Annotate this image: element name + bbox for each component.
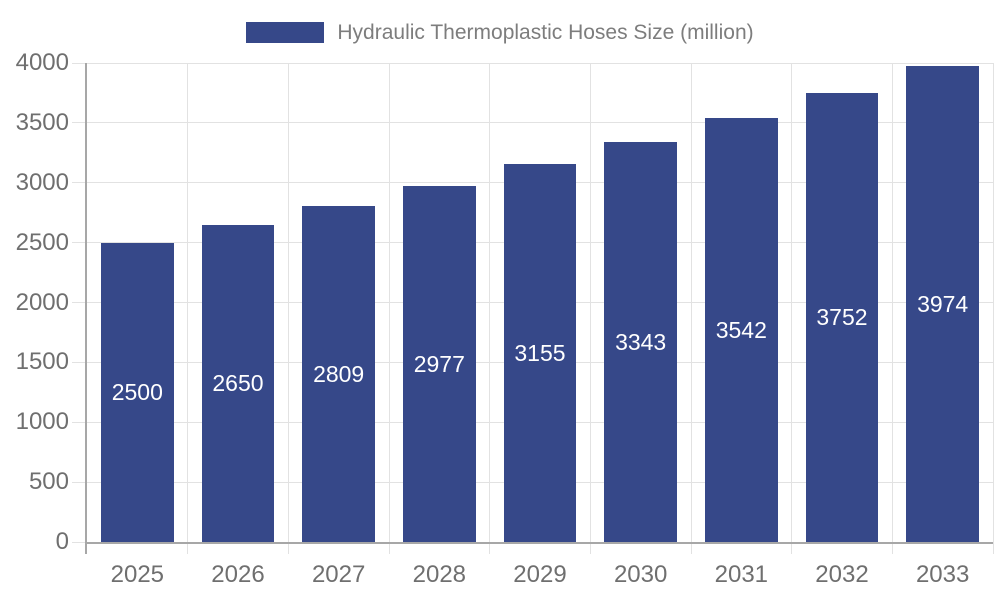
bar[interactable]: 3542 — [704, 117, 778, 542]
x-axis-line — [85, 542, 993, 544]
bar[interactable]: 2500 — [100, 242, 174, 542]
x-gridline — [791, 63, 793, 542]
y-axis-line — [85, 63, 87, 554]
x-tick — [489, 542, 491, 554]
bar[interactable]: 2809 — [302, 205, 376, 542]
y-tick — [72, 541, 87, 543]
x-tick — [388, 542, 390, 554]
y-tick-label: 0 — [55, 528, 69, 555]
bar-value-label: 3155 — [514, 340, 566, 367]
y-gridline — [87, 122, 993, 124]
legend-item[interactable]: Hydraulic Thermoplastic Hoses Size (mill… — [0, 20, 1000, 45]
x-tick-label: 2032 — [815, 561, 869, 588]
y-tick-label: 4000 — [15, 49, 69, 76]
x-gridline — [187, 63, 189, 542]
y-tick-label: 3500 — [15, 108, 69, 136]
x-gridline — [891, 63, 893, 542]
y-tick — [72, 122, 87, 124]
x-gridline — [589, 63, 591, 542]
y-tick — [72, 421, 87, 423]
x-tick-label: 2027 — [311, 561, 366, 588]
y-tick — [72, 242, 87, 244]
y-tick-label: 500 — [28, 468, 69, 496]
x-tick-label: 2029 — [513, 561, 567, 588]
y-gridline — [87, 62, 993, 64]
x-tick-label: 2031 — [714, 561, 769, 588]
bar-value-label: 3752 — [816, 304, 868, 331]
x-tick-label: 2026 — [211, 561, 265, 588]
bar-value-label: 3542 — [715, 316, 767, 343]
bar-value-label: 2500 — [111, 379, 163, 406]
x-gridline — [388, 63, 390, 542]
bar[interactable]: 3752 — [805, 92, 879, 542]
x-tick — [690, 542, 692, 554]
x-tick — [791, 542, 793, 554]
x-tick — [992, 542, 994, 554]
bar-value-label: 2977 — [413, 350, 465, 377]
bar[interactable]: 3343 — [604, 141, 678, 542]
y-tick — [72, 302, 87, 303]
bar[interactable]: 3974 — [906, 66, 980, 542]
bar-value-label: 3343 — [615, 328, 667, 355]
y-tick — [72, 481, 87, 483]
bar[interactable]: 2650 — [201, 224, 275, 542]
x-tick-label: 2030 — [613, 561, 668, 588]
x-gridline — [287, 63, 289, 542]
y-tick-label: 1500 — [15, 348, 69, 376]
x-tick — [589, 542, 591, 554]
x-gridline — [992, 63, 994, 542]
y-tick-label: 3000 — [15, 168, 69, 196]
x-tick-label: 2028 — [412, 561, 467, 588]
y-tick — [72, 62, 87, 64]
x-gridline — [489, 63, 491, 542]
plot-area: 0 500 1000 1500 2000 2500 3000 3500 4000 2500 2025… — [16, 50, 994, 588]
bar-value-label: 2809 — [313, 360, 365, 387]
bar[interactable]: 2977 — [402, 185, 476, 542]
x-tick — [187, 542, 189, 554]
bar-value-label: 2650 — [212, 370, 264, 397]
y-tick — [72, 182, 87, 184]
x-tick-label: 2025 — [110, 561, 165, 588]
bar[interactable]: 3155 — [503, 164, 577, 542]
x-tick — [891, 542, 893, 554]
bar-value-label: 3974 — [917, 291, 969, 318]
y-tick — [72, 361, 87, 363]
x-tick — [287, 542, 289, 554]
legend-label: Hydraulic Thermoplastic Hoses Size (mill… — [337, 21, 754, 44]
x-tick-label: 2033 — [915, 561, 970, 588]
legend-swatch-icon — [246, 22, 325, 43]
x-gridline — [690, 63, 692, 542]
y-tick-label: 1000 — [15, 408, 69, 436]
y-tick-label: 2000 — [15, 288, 69, 316]
y-tick-label: 2500 — [15, 228, 69, 256]
